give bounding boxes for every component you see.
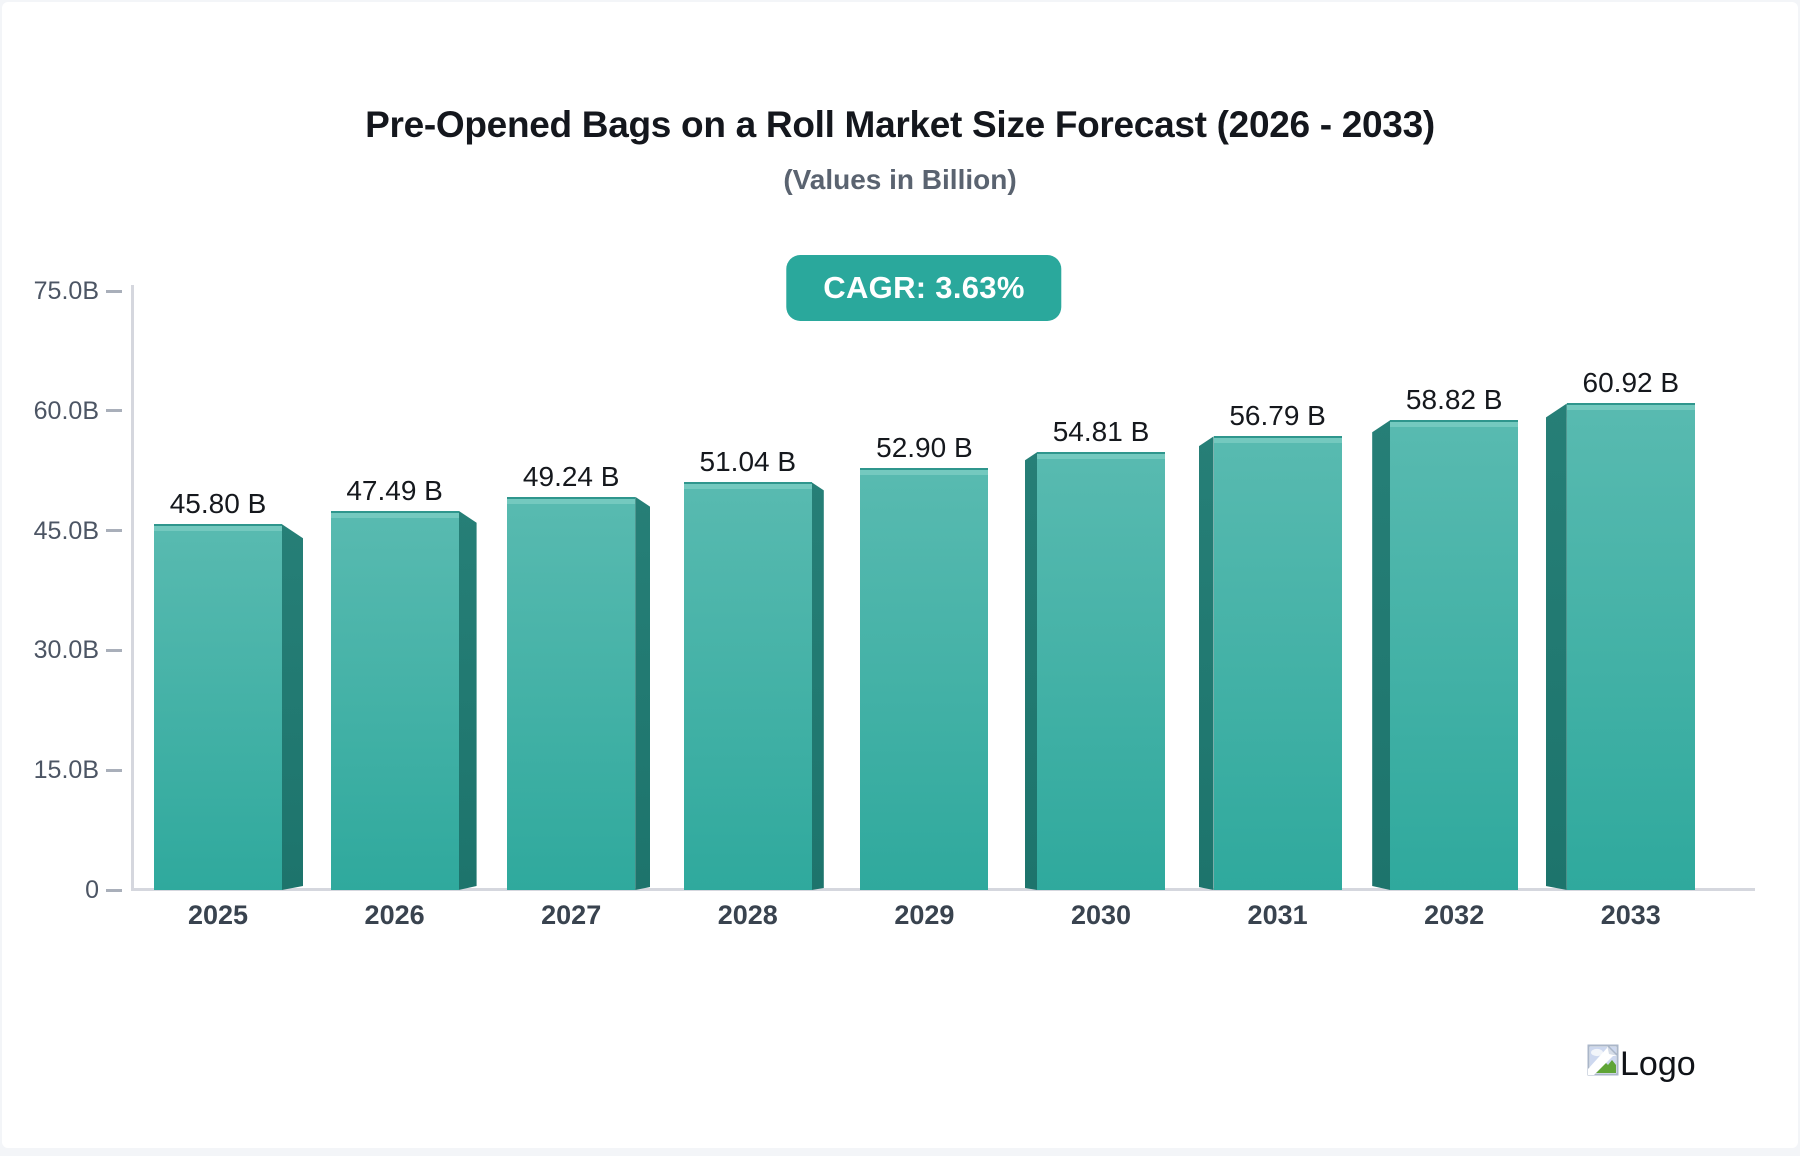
y-tick-label: 60.0B [33, 396, 99, 425]
bar-value-label-2026: 47.49 B [346, 474, 443, 506]
x-axis-label-2030: 2030 [1070, 900, 1132, 930]
y-tick-mark [106, 529, 122, 533]
x-axis-label-2029: 2029 [894, 900, 955, 930]
bar-side-2033 [1546, 403, 1567, 890]
bar-side-2026 [459, 511, 477, 890]
bar-2031 [1213, 436, 1342, 890]
cagr-badge: CAGR: 3.63% [786, 255, 1062, 321]
y-tick-label: 15.0B [33, 756, 99, 785]
y-tick-label: 30.0B [33, 636, 99, 665]
y-tick-label: 0 [85, 876, 99, 904]
bar-2029 [860, 467, 989, 890]
y-tick-mark [106, 289, 122, 293]
bar-2027 [507, 496, 636, 890]
bar-value-label-2031: 56.79 B [1229, 400, 1326, 432]
chart-subtitle: (Values in Billion) [783, 164, 1017, 195]
bar-2025 [154, 524, 282, 890]
bar-value-label-2025: 45.80 B [169, 488, 267, 520]
bar-side-2030 [1025, 452, 1037, 890]
bar-value-label-2029: 52.90 B [876, 431, 973, 463]
bar-2032 [1390, 420, 1519, 890]
y-tick-label: 45.0B [33, 516, 99, 545]
logo-alt-text: Logo [1620, 1045, 1696, 1083]
y-tick-label: 75.0B [33, 277, 99, 305]
bar-value-label-2033: 60.92 B [1582, 367, 1680, 399]
y-tick-mark [106, 648, 122, 652]
y-tick-mark [106, 409, 122, 413]
x-axis-label-2025: 2025 [187, 900, 249, 930]
bar-value-label-2028: 51.04 B [699, 446, 797, 478]
bar-side-2032 [1372, 420, 1390, 890]
y-tick-mark [106, 768, 122, 772]
bar-value-label-2027: 49.24 B [522, 460, 620, 492]
y-axis-line [131, 285, 134, 890]
x-axis-label-2033: 2033 [1600, 900, 1661, 930]
bar-value-label-2030: 54.81 B [1052, 416, 1150, 448]
broken-image-icon [1587, 1044, 1619, 1081]
bar-2028 [683, 482, 812, 890]
bar-2033 [1566, 403, 1695, 890]
x-axis-label-2028: 2028 [717, 900, 778, 930]
x-axis-label-2027: 2027 [541, 900, 602, 930]
x-axis-label-2026: 2026 [364, 900, 425, 930]
bar-side-2028 [812, 482, 824, 890]
y-tick-mark [106, 888, 122, 892]
bar-side-2025 [282, 524, 303, 890]
x-axis-label-2031: 2031 [1247, 900, 1308, 930]
bar-value-label-2032: 58.82 B [1405, 384, 1503, 416]
logo: Logo [1587, 1044, 1696, 1084]
bar-side-2027 [635, 497, 650, 890]
bar-2026 [330, 510, 459, 890]
bar-side-2031 [1199, 436, 1214, 890]
chart-title: Pre-Opened Bags on a Roll Market Size Fo… [365, 104, 1435, 145]
x-axis-label-2032: 2032 [1424, 900, 1485, 930]
bar-2030 [1037, 452, 1165, 890]
